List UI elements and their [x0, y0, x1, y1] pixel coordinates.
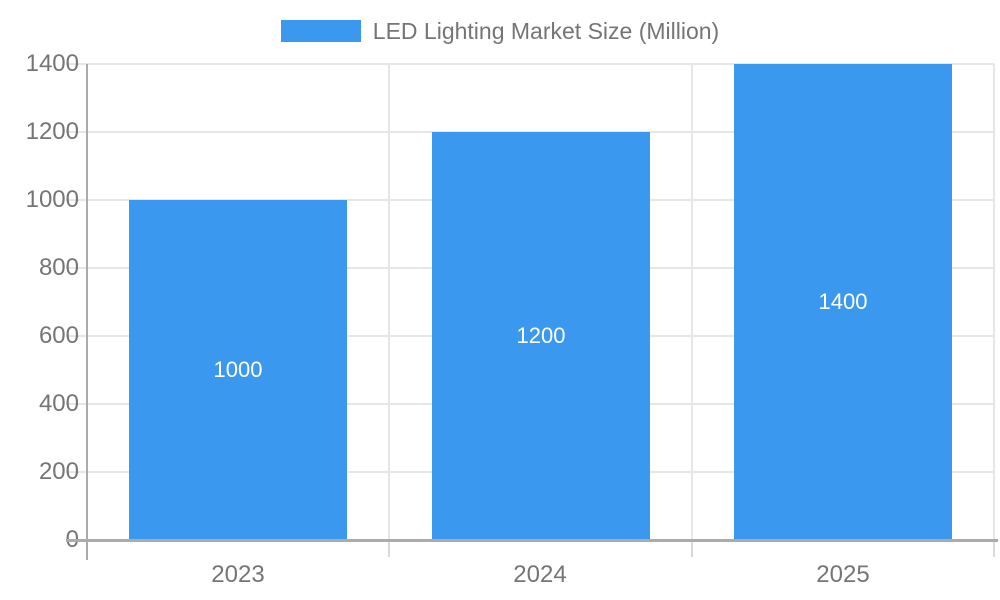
y-axis-line [86, 64, 88, 560]
x-tick-label: 2023 [211, 561, 265, 588]
y-tick-label: 1400 [25, 50, 79, 77]
y-tick-label: 1200 [25, 118, 79, 145]
x-tick-label: 2024 [513, 561, 567, 588]
x-tick [388, 542, 390, 557]
y-tick-label: 400 [38, 390, 79, 417]
bar-2024[interactable] [432, 132, 650, 540]
x-tick [691, 542, 693, 557]
x-tick-label: 2025 [816, 561, 870, 588]
bar-value-label: 1400 [818, 289, 868, 314]
x-tick [993, 542, 995, 557]
x-gridline [388, 64, 390, 540]
bar-2023[interactable] [129, 200, 347, 540]
y-gridline [66, 63, 994, 65]
legend-swatch[interactable] [280, 20, 361, 42]
plot-area: 0200400600800100012001400100020231200202… [26, 50, 998, 588]
x-gridline [993, 64, 995, 540]
legend-label[interactable]: LED Lighting Market Size (Million) [372, 18, 720, 44]
y-tick-label: 800 [38, 254, 79, 281]
y-tick-label: 600 [38, 322, 79, 349]
bar-2025[interactable] [734, 64, 952, 540]
legend[interactable]: LED Lighting Market Size (Million) [0, 16, 1000, 46]
y-tick-label: 200 [38, 458, 79, 485]
x-axis-line [66, 539, 998, 542]
bar-value-label: 1200 [516, 323, 566, 348]
x-gridline [691, 64, 693, 540]
y-tick-label: 1000 [25, 186, 79, 213]
bar-value-label: 1000 [213, 357, 263, 382]
